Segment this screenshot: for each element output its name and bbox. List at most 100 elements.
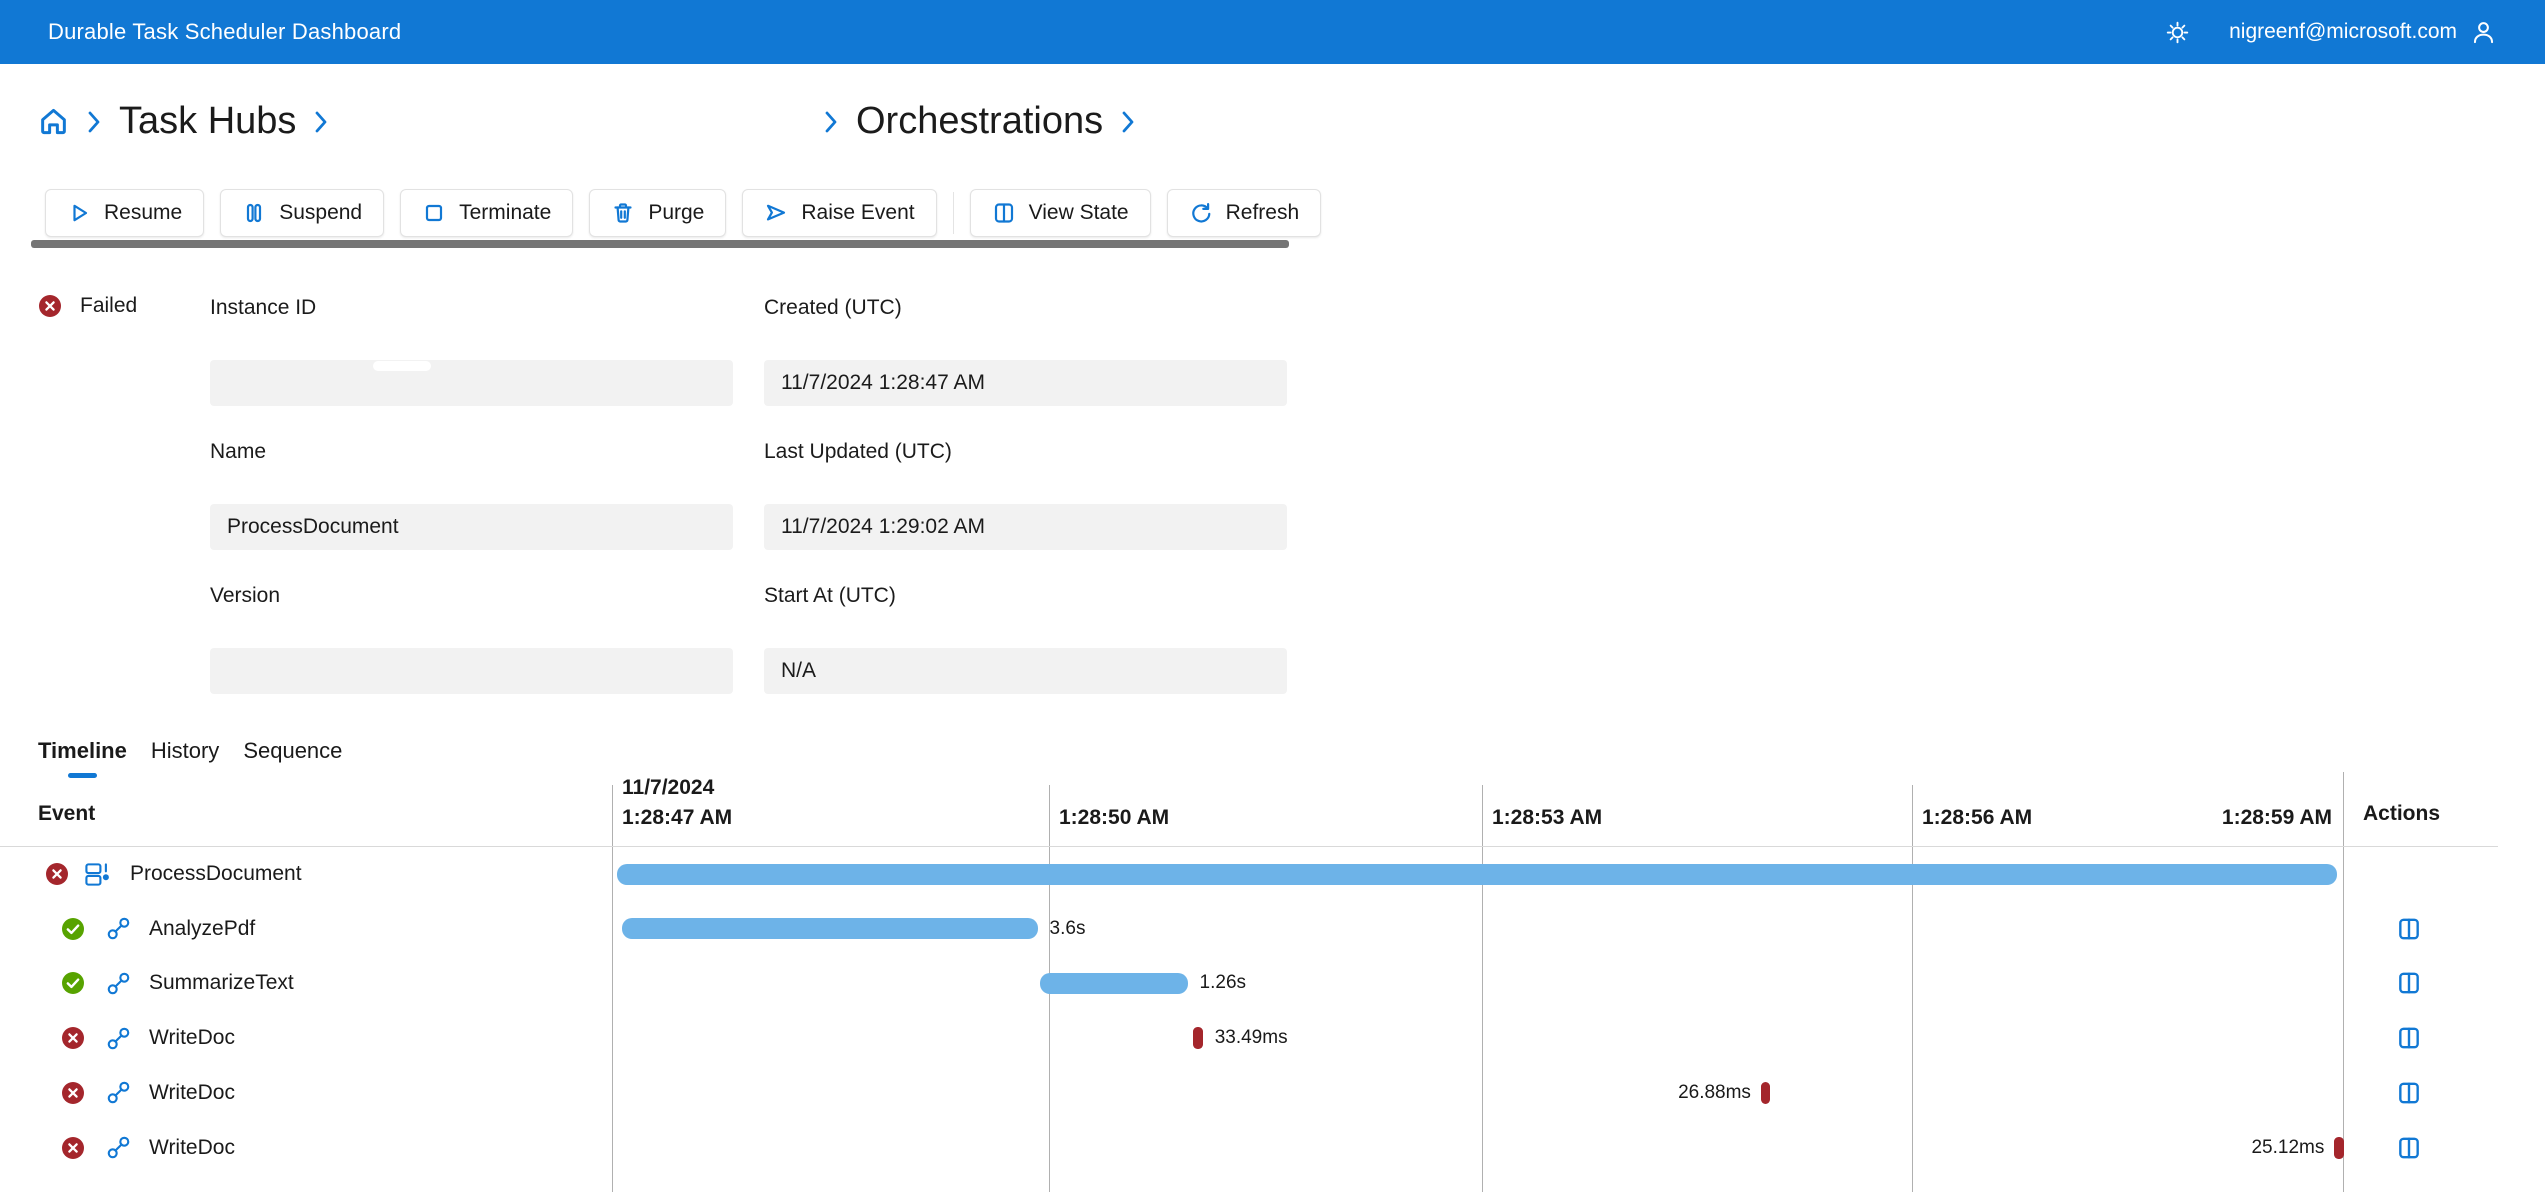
- trash-icon: [611, 201, 635, 225]
- toolbar-divider: [952, 192, 954, 234]
- tab-sequence[interactable]: Sequence: [243, 738, 343, 763]
- event-name: SummarizeText: [149, 971, 294, 995]
- pause-icon: [242, 201, 266, 225]
- failed-status-icon: [61, 1081, 85, 1105]
- chevron-right-icon: [310, 109, 332, 135]
- suspend-button[interactable]: Suspend: [220, 189, 385, 237]
- orchestration-details: Instance ID Created (UTC) 11/7/2024 1:28:4…: [210, 296, 1287, 728]
- app-title: Durable Task Scheduler Dashboard: [48, 19, 402, 44]
- field-value: ProcessDocument: [210, 504, 733, 550]
- field-name: Name ProcessDocument: [210, 440, 733, 550]
- orchestration-toolbar: Resume Suspend Terminate Purge Raise Event Vi…: [45, 189, 1322, 237]
- button-label: Suspend: [279, 201, 363, 224]
- settings-gear-icon[interactable]: [2165, 20, 2190, 45]
- axis-tick-label: 1:28:56 AM: [1922, 806, 2033, 829]
- breadcrumb-tail: Orchestrations: [820, 100, 1139, 143]
- field-instance-id: Instance ID: [210, 296, 733, 406]
- timeline-bar: [622, 918, 1038, 940]
- axis-tick-label: 1:28:59 AM: [2221, 806, 2332, 829]
- failed-status-icon: [61, 1136, 85, 1160]
- axis-date-label: 11/7/2024: [622, 776, 715, 799]
- button-label: Resume: [104, 201, 183, 224]
- field-label: Version: [210, 584, 281, 607]
- field-label: Instance ID: [210, 296, 317, 319]
- duration-label: 3.6s: [1049, 917, 1086, 939]
- orchestration-workflow-icon: [84, 861, 111, 888]
- timeline-bar: [1040, 972, 1188, 994]
- table-header-divider: [0, 846, 2498, 847]
- toolbar-scrollbar[interactable]: [31, 240, 1289, 248]
- field-version: Version: [210, 584, 733, 694]
- failed-status-icon: [45, 862, 69, 886]
- duration-label: 33.49ms: [1214, 1027, 1288, 1049]
- time-gridline: [612, 785, 613, 1192]
- chevron-right-icon: [83, 109, 105, 135]
- field-last-updated-utc-: Last Updated (UTC) 11/7/2024 1:29:02 AM: [764, 440, 1287, 550]
- timeline-bar-failed: [1193, 1027, 1203, 1050]
- redacted-value: [373, 361, 431, 371]
- field-value: N/A: [764, 648, 1287, 694]
- event-column-header: Event: [38, 802, 96, 825]
- succeeded-status-icon: [61, 917, 85, 941]
- view-state-button[interactable]: View State: [969, 189, 1151, 237]
- resume-button[interactable]: Resume: [45, 189, 205, 237]
- view-state-icon[interactable]: [2396, 1135, 2422, 1161]
- view-state-icon[interactable]: [2396, 1080, 2422, 1106]
- duration-label: 25.12ms: [2251, 1136, 2325, 1158]
- activity-link-icon: [105, 1079, 132, 1106]
- terminate-button[interactable]: Terminate: [400, 189, 574, 237]
- user-email[interactable]: nigreenf@microsoft.com: [2229, 20, 2457, 43]
- time-gridline: [1912, 785, 1913, 1192]
- actions-column-separator: [2343, 772, 2344, 1192]
- breadcrumb-item-task-hubs[interactable]: Task Hubs: [119, 100, 297, 142]
- event-name: WriteDoc: [149, 1135, 235, 1159]
- breadcrumb-item-orchestrations[interactable]: Orchestrations: [856, 100, 1104, 142]
- event-name: ProcessDocument: [130, 862, 302, 885]
- actions-column-header: Actions: [2363, 802, 2441, 825]
- button-label: Refresh: [1225, 201, 1300, 224]
- field-label: Start At (UTC): [764, 584, 896, 607]
- view-state-icon: [992, 201, 1016, 225]
- field-start-at-utc-: Start At (UTC) N/A: [764, 584, 1287, 694]
- event-name: WriteDoc: [149, 1026, 235, 1050]
- activity-link-icon: [105, 1025, 132, 1052]
- field-value: 11/7/2024 1:28:47 AM: [764, 360, 1287, 406]
- button-label: Raise Event: [801, 201, 915, 224]
- axis-tick-label: 1:28:53 AM: [1492, 806, 1603, 829]
- timeline-bar-failed: [2334, 1136, 2344, 1159]
- duration-label: 1.26s: [1199, 972, 1247, 994]
- top-app-bar: Durable Task Scheduler Dashboard nigreen…: [0, 0, 2545, 64]
- field-label: Created (UTC): [764, 296, 902, 319]
- send-icon: [764, 201, 788, 225]
- tab-timeline[interactable]: Timeline: [38, 738, 127, 763]
- time-gridline: [1482, 785, 1483, 1192]
- detail-tabs: Timeline History Sequence: [38, 738, 342, 764]
- button-label: Purge: [648, 201, 705, 224]
- play-icon: [67, 201, 91, 225]
- failed-status-icon: [38, 294, 62, 318]
- purge-button[interactable]: Purge: [589, 189, 727, 237]
- timeline-bar: [617, 863, 2338, 885]
- raise-event-button[interactable]: Raise Event: [742, 189, 937, 237]
- button-label: View State: [1028, 201, 1129, 224]
- view-state-icon[interactable]: [2396, 1025, 2422, 1051]
- field-value: [210, 648, 733, 694]
- person-icon[interactable]: [2470, 19, 2497, 46]
- event-name: AnalyzePdf: [149, 916, 256, 940]
- axis-tick-label: 1:28:50 AM: [1059, 806, 1170, 829]
- view-state-icon[interactable]: [2396, 970, 2422, 996]
- status-badge: Failed: [80, 294, 138, 317]
- button-label: Terminate: [459, 201, 552, 224]
- field-label: Name: [210, 440, 267, 463]
- event-name: WriteDoc: [149, 1080, 235, 1104]
- succeeded-status-icon: [61, 971, 85, 995]
- home-icon[interactable]: [38, 106, 69, 137]
- view-state-icon[interactable]: [2396, 916, 2422, 942]
- field-created-utc-: Created (UTC) 11/7/2024 1:28:47 AM: [764, 296, 1287, 406]
- tab-history[interactable]: History: [150, 738, 220, 763]
- breadcrumb: Task Hubs: [38, 100, 332, 143]
- refresh-button[interactable]: Refresh: [1166, 189, 1322, 237]
- axis-tick-label: 1:28:47 AM: [622, 806, 733, 829]
- field-label: Last Updated (UTC): [764, 440, 952, 463]
